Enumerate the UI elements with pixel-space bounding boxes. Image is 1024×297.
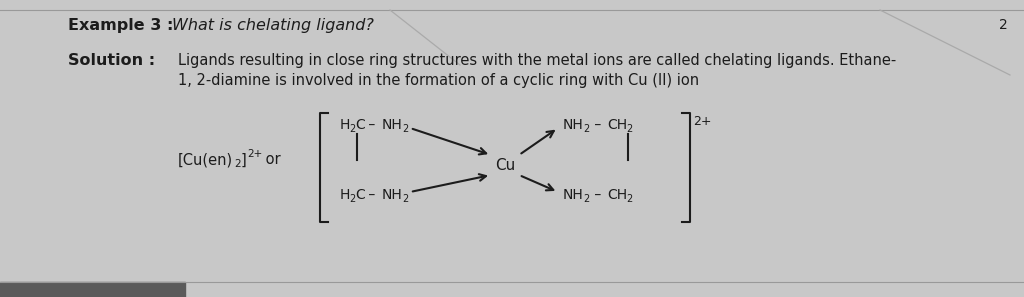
Text: ]: ] — [241, 152, 247, 168]
Text: 2+: 2+ — [693, 115, 712, 128]
Text: –: – — [590, 118, 605, 132]
Text: –: – — [364, 188, 380, 202]
Text: 2+: 2+ — [247, 149, 262, 159]
Text: [Cu(en): [Cu(en) — [178, 152, 233, 168]
Text: 2: 2 — [626, 124, 632, 134]
Text: 2: 2 — [234, 159, 241, 169]
Text: C: C — [355, 118, 365, 132]
Text: or: or — [261, 152, 281, 168]
Text: NH: NH — [382, 118, 402, 132]
Text: Solution :: Solution : — [68, 53, 155, 68]
Text: Example 3 :: Example 3 : — [68, 18, 173, 33]
Text: 2: 2 — [626, 194, 632, 204]
Text: H: H — [340, 118, 350, 132]
Text: 2: 2 — [999, 18, 1008, 32]
Text: Ligands resulting in close ring structures with the metal ions are called chelat: Ligands resulting in close ring structur… — [178, 53, 896, 68]
Text: CH: CH — [607, 188, 627, 202]
Text: –: – — [590, 188, 605, 202]
Text: 2: 2 — [583, 124, 589, 134]
Text: 2: 2 — [349, 124, 355, 134]
Text: What is chelating ligand?: What is chelating ligand? — [172, 18, 374, 33]
Text: NH: NH — [382, 188, 402, 202]
Text: C: C — [355, 188, 365, 202]
Text: –: – — [364, 118, 380, 132]
Text: 1, 2-diamine is involved in the formation of a cyclic ring with Cu (II) ion: 1, 2-diamine is involved in the formatio… — [178, 73, 699, 88]
Text: Cu: Cu — [495, 157, 515, 173]
Text: H: H — [340, 188, 350, 202]
Text: 2: 2 — [402, 194, 409, 204]
Text: CH: CH — [607, 118, 627, 132]
Text: 2: 2 — [583, 194, 589, 204]
Text: 2: 2 — [349, 194, 355, 204]
Text: NH: NH — [563, 188, 584, 202]
Text: NH: NH — [563, 118, 584, 132]
Text: 2: 2 — [402, 124, 409, 134]
